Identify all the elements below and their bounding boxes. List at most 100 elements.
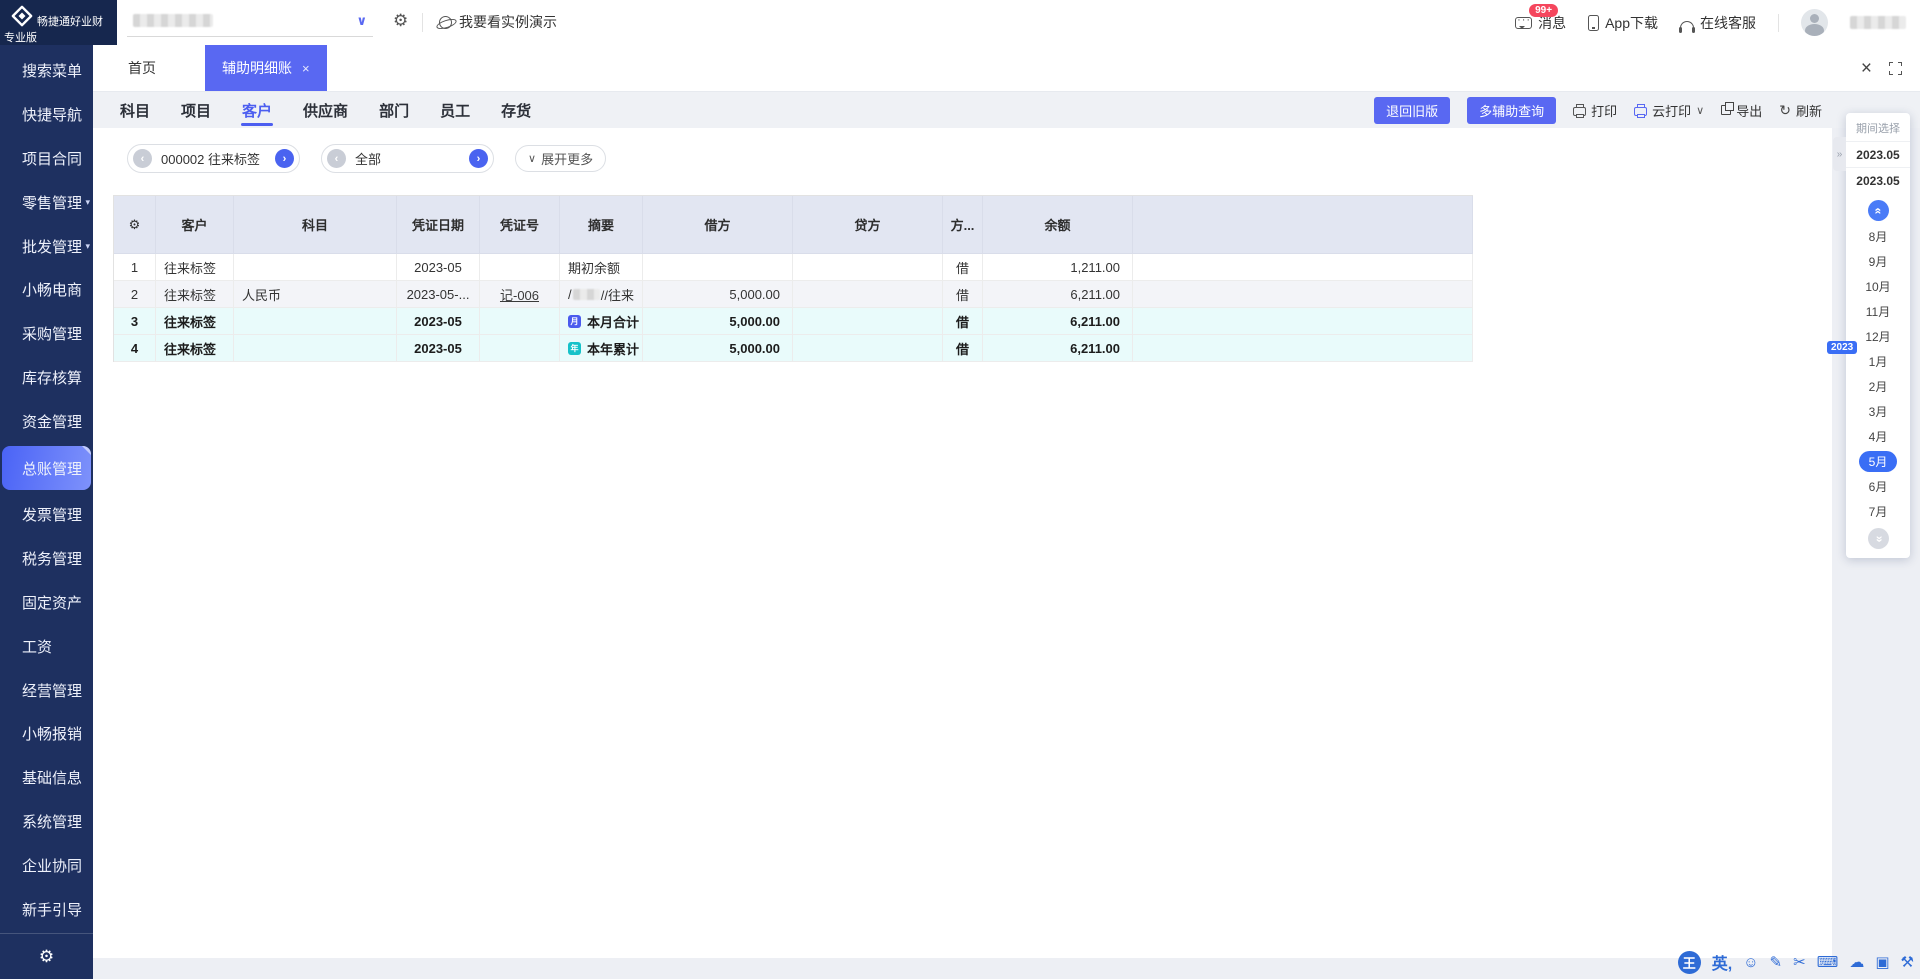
sidebar-item-beginner-guide[interactable]: 新手引导 <box>0 887 93 931</box>
export-button[interactable]: 导出 <box>1721 101 1762 120</box>
chevron-right-icon[interactable]: › <box>275 149 294 168</box>
back-to-old-button[interactable]: 退回旧版 <box>1374 96 1451 124</box>
cloud-print-label: 云打印 <box>1652 103 1692 119</box>
sidebar-item-enterprise-collab[interactable]: 企业协同 <box>0 843 93 887</box>
emoji-icon[interactable]: ☺ <box>1743 953 1759 971</box>
month-3月[interactable]: 3月 <box>1846 399 1910 424</box>
sidebar-item-fixed-assets[interactable]: 固定资产 <box>0 581 93 625</box>
tab-auxiliary-ledger[interactable]: 辅助明细账 × <box>205 45 327 91</box>
sidebar-item-retail-mgmt[interactable]: 零售管理 ▾ <box>0 180 93 224</box>
gear-icon[interactable]: ⚙ <box>393 11 409 30</box>
chevron-down-icon: ∨ <box>356 12 367 28</box>
sidebar-item-general-ledger[interactable]: 总账管理 <box>2 446 91 490</box>
toolbar: 退回旧版 多辅助查询 打印 云打印 ∨ 导出 ↻ 刷新 <box>1374 96 1822 124</box>
sidebar-item-tax-mgmt[interactable]: 税务管理 <box>0 537 93 581</box>
sidebar-item-xiaochang-reimburse[interactable]: 小畅报销 <box>0 712 93 756</box>
subtab-project[interactable]: 项目 <box>181 102 212 120</box>
multi-auxiliary-query-button[interactable]: 多辅助查询 <box>1467 96 1557 124</box>
sidebar-item-payroll[interactable]: 工资 <box>0 624 93 668</box>
month-label: 10月 <box>1865 280 1891 294</box>
app-title: 畅捷通好业财 <box>37 16 103 28</box>
sidebar-item-quick-nav[interactable]: 快捷导航 <box>0 93 93 137</box>
month-label: 7月 <box>1868 505 1888 519</box>
sidebar-item-label: 系统管理 <box>22 813 83 831</box>
chevron-left-icon[interactable]: ‹ <box>133 149 152 168</box>
sidebar-item-purchase-mgmt[interactable]: 采购管理 <box>0 312 93 356</box>
subtab-inventory[interactable]: 存货 <box>501 102 532 120</box>
sidebar-item-inventory-accounting[interactable]: 库存核算 <box>0 356 93 400</box>
phone-icon <box>1588 14 1600 31</box>
month-list: 8月 9月 10月 11月 12月 1月 2023 2月 3月 4月 5月 6月 7月 <box>1827 224 1910 524</box>
month-4月[interactable]: 4月 <box>1846 424 1910 449</box>
app-download-button[interactable]: App下载 <box>1588 13 1658 33</box>
table-settings-button[interactable]: ⚙ <box>114 196 156 254</box>
sidebar-menu: 搜索菜单 快捷导航 项目合同 零售管理 ▾ 批发管理 ▾ 小畅电商 采购管理 库存核算 资金管理 总账… <box>0 49 93 931</box>
month-2月[interactable]: 2月 <box>1846 374 1910 399</box>
demo-link[interactable]: 我要看实例演示 <box>439 12 557 32</box>
period-from[interactable]: 2023.05 <box>1846 141 1910 167</box>
handwriting-icon[interactable]: ✎ <box>1769 954 1783 971</box>
column-header-extra <box>1133 196 1473 254</box>
ime-language-toggle[interactable]: 英, <box>1711 956 1733 973</box>
subtab-department[interactable]: 部门 <box>379 102 410 120</box>
skin-icon[interactable]: ▣ <box>1875 954 1890 971</box>
print-button[interactable]: 打印 <box>1573 101 1617 120</box>
user-avatar[interactable] <box>1801 9 1828 36</box>
online-support-button[interactable]: 在线客服 <box>1679 13 1756 33</box>
subtab-supplier[interactable]: 供应商 <box>303 102 349 120</box>
subtab-subject[interactable]: 科目 <box>120 102 151 120</box>
month-6月[interactable]: 6月 <box>1846 474 1910 499</box>
scroll-up-button[interactable]: « <box>1867 200 1889 221</box>
sidebar-item-operation-mgmt[interactable]: 经营管理 <box>0 668 93 712</box>
month-8月[interactable]: 8月 <box>1846 224 1910 249</box>
month-7月[interactable]: 7月 <box>1846 499 1910 524</box>
company-selector[interactable]: ∨ <box>127 5 373 37</box>
sidebar-item-fund-mgmt[interactable]: 资金管理 <box>0 399 93 443</box>
print-label: 打印 <box>1591 103 1618 119</box>
sidebar-item-xiaochang-ecommerce[interactable]: 小畅电商 <box>0 268 93 312</box>
month-12月[interactable]: 12月 <box>1846 324 1910 349</box>
tab-home[interactable]: 首页 <box>126 45 158 91</box>
chevron-right-icon[interactable]: › <box>469 149 488 168</box>
month-11月[interactable]: 11月 <box>1846 299 1910 324</box>
toolbox-icon[interactable]: ⚒ <box>1900 954 1914 971</box>
export-label: 导出 <box>1736 103 1763 119</box>
voucher-link[interactable]: 记-006 <box>499 287 540 303</box>
sidebar-item-wholesale-mgmt[interactable]: 批发管理 ▾ <box>0 224 93 268</box>
cell-debit <box>643 254 793 281</box>
sidebar-settings[interactable]: ⚙ <box>0 933 93 979</box>
month-10月[interactable]: 10月 <box>1846 274 1910 299</box>
close-icon[interactable]: × <box>1860 57 1872 79</box>
cloud-print-button[interactable]: 云打印 ∨ <box>1634 101 1704 120</box>
scope-filter[interactable]: ‹ 全部 › <box>321 144 494 173</box>
customer-filter[interactable]: ‹ 000002 往来标签 › <box>127 144 300 173</box>
sidebar-item-project-contract[interactable]: 项目合同 <box>0 137 93 181</box>
screenshot-icon[interactable]: ✂ <box>1793 954 1806 971</box>
fullscreen-icon[interactable] <box>1887 59 1904 77</box>
refresh-button[interactable]: ↻ 刷新 <box>1779 101 1822 120</box>
month-9月[interactable]: 9月 <box>1846 249 1910 274</box>
period-panel: » 期间选择 2023.05 2023.05 « 8月 9月 10月 11月 12月 1月… <box>1827 113 1910 558</box>
ime-logo-icon[interactable]: 王 <box>1677 950 1701 974</box>
month-5月[interactable]: 5月 <box>1846 449 1910 474</box>
cloud-icon[interactable]: ☁ <box>1849 954 1865 971</box>
chevron-left-icon[interactable]: ‹ <box>327 149 346 168</box>
expand-more-button[interactable]: ∨ 展开更多 <box>515 145 607 172</box>
sidebar-item-basic-info[interactable]: 基础信息 <box>0 756 93 800</box>
sidebar-item-system-mgmt[interactable]: 系统管理 <box>0 800 93 844</box>
keyboard-icon[interactable]: ⌨ <box>1816 954 1839 971</box>
month-1月[interactable]: 1月 2023 <box>1827 341 1910 374</box>
subtab-customer[interactable]: 客户 <box>240 92 274 128</box>
subtab-employee[interactable]: 员工 <box>440 102 471 120</box>
scroll-down-button[interactable]: « <box>1867 528 1889 549</box>
messages-button[interactable]: 消息 99+ <box>1515 3 1566 33</box>
sidebar-item-label: 零售管理 <box>22 194 83 212</box>
cell-extra <box>1133 281 1473 308</box>
period-to[interactable]: 2023.05 <box>1846 167 1910 193</box>
gear-icon: ⚙ <box>38 946 55 966</box>
cell-balance: 6,211.00 <box>983 281 1133 308</box>
sidebar-item-invoice-mgmt[interactable]: 发票管理 <box>0 493 93 537</box>
close-icon[interactable]: × <box>302 60 310 76</box>
sidebar-item-search-menu[interactable]: 搜索菜单 <box>0 49 93 93</box>
panel-collapse-handle[interactable]: » <box>1833 137 1846 171</box>
